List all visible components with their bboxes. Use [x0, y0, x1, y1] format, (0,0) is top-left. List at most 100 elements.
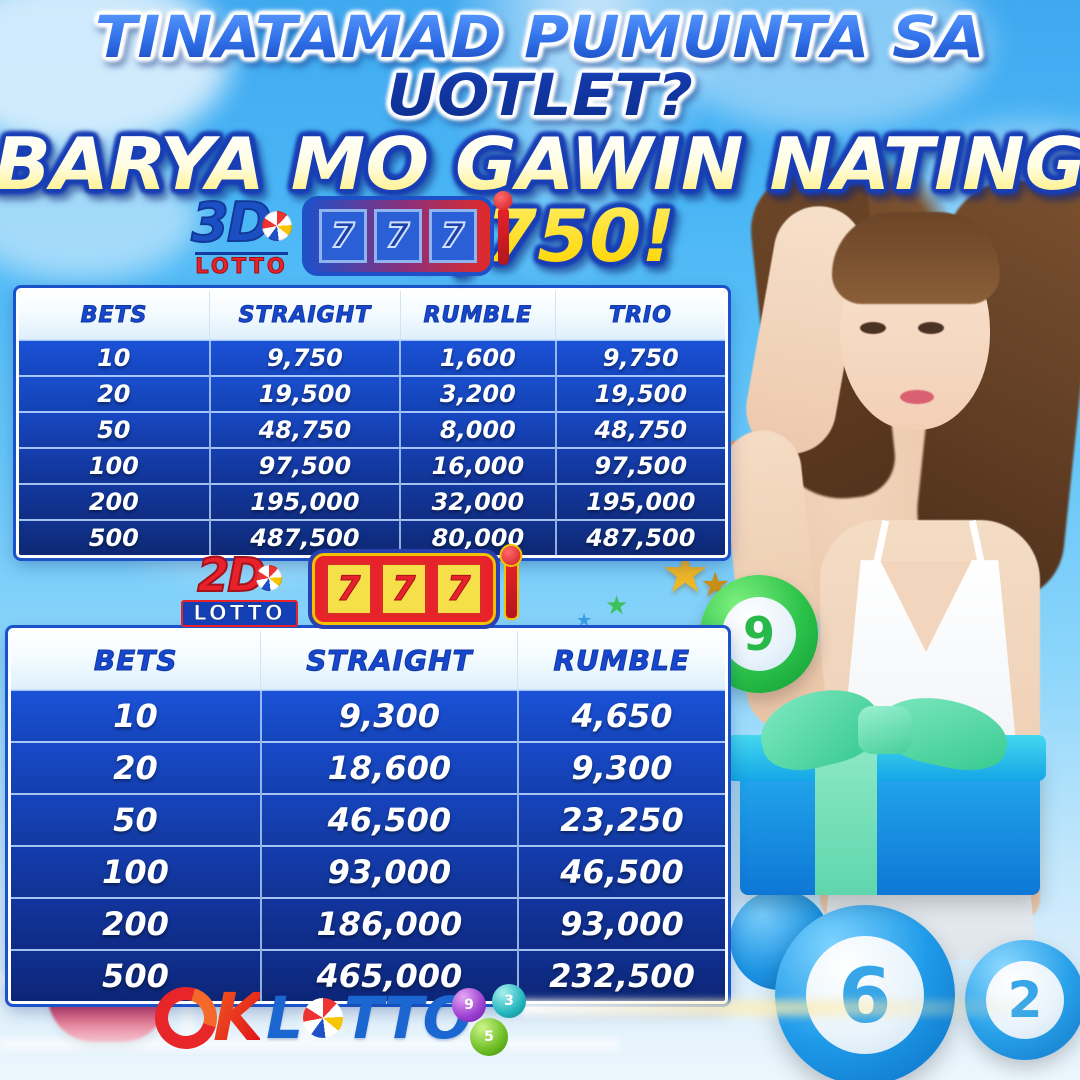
table-row: 200 195,000 32,000 195,000 [19, 483, 725, 520]
cell-bets: 20 [19, 375, 211, 412]
table-row: 10 9,300 4,650 [11, 689, 725, 742]
slot-lever-knob [499, 544, 523, 567]
model-bangs [832, 212, 1000, 304]
lottery-ball-6: 6 [775, 905, 955, 1080]
cell-rumble: 3,200 [400, 375, 557, 412]
lotto-3d-text: 3D [190, 190, 272, 254]
shelf-decoration [0, 1038, 620, 1050]
slot-reel: 7 [318, 209, 367, 263]
cell-straight: 186,000 [260, 897, 519, 950]
cloud-decoration [0, 150, 200, 280]
cell-bets: 100 [11, 845, 262, 898]
payout-table-3d-grid: BETS STRAIGHT RUMBLE TRIO 10 9,750 1,600… [19, 291, 725, 555]
cloud-decoration [660, 0, 990, 130]
cell-bets: 20 [11, 741, 262, 794]
ok-k-text: K [213, 979, 264, 1056]
table-row: 20 18,600 9,300 [11, 741, 725, 794]
model-eye-right [918, 322, 944, 334]
cell-bets: 50 [19, 411, 211, 448]
cell-straight: 19,500 [209, 375, 402, 412]
cell-straight: 18,600 [260, 741, 519, 794]
table-row: 100 93,000 46,500 [11, 845, 725, 898]
slot-reels: 7 7 7 [301, 196, 494, 276]
column-header-trio: TRIO [555, 291, 725, 340]
slot-machine-icon: 7 7 7 [307, 544, 523, 629]
table-row: 500 465,000 232,500 [11, 949, 725, 1001]
pinwheel-icon [303, 998, 344, 1038]
cell-rumble: 46,500 [517, 845, 725, 898]
model-lips [900, 390, 934, 404]
cell-rumble: 9,300 [517, 741, 725, 794]
slot-lever-icon [493, 191, 513, 265]
cell-bets: 50 [11, 793, 262, 846]
column-header-bets: BETS [19, 291, 211, 340]
table-row: 200 186,000 93,000 [11, 897, 725, 950]
cell-rumble: 23,250 [517, 793, 725, 846]
lottery-ball-9-number: 9 [722, 597, 796, 671]
mini-lottery-ball-5: 5 [470, 1018, 508, 1056]
cell-straight: 487,500 [209, 519, 402, 555]
ok-lotto-wordmark: L TT O [266, 984, 472, 1052]
cell-straight: 195,000 [209, 483, 402, 520]
cell-trio: 97,500 [555, 447, 725, 484]
cell-straight: 97,500 [209, 447, 402, 484]
cell-straight: 48,750 [209, 411, 402, 448]
table-row: 10 9,750 1,600 9,750 [19, 339, 725, 376]
slot-reel: 7 [373, 209, 422, 263]
ok-lotto-logo: K L TT O [144, 976, 472, 1060]
column-header-bets: BETS [11, 631, 262, 690]
lotto-2d-text: 2D [196, 547, 266, 602]
cell-straight: 93,000 [260, 845, 519, 898]
cell-rumble: 16,000 [400, 447, 557, 484]
cell-bets: 200 [11, 897, 262, 950]
pinwheel-icon [255, 564, 282, 591]
lotto-2d-wordmark: 2D LOTTO [181, 547, 298, 627]
slot-reel: 7 [379, 562, 428, 616]
ok-lotto-tt: TT [344, 984, 423, 1052]
lotto-3d-bottom: LOTTO [195, 251, 288, 278]
lotto-2d-top: 2D [196, 547, 282, 602]
lotto-2d-bottom: LOTTO [181, 599, 298, 627]
slot-lever-knob [493, 191, 513, 210]
payout-table-2d-grid: BETS STRAIGHT RUMBLE 10 9,300 4,650 20 1… [11, 631, 725, 1001]
mini-lottery-ball-3: 3 [492, 984, 526, 1018]
logo-3d-lotto: 3D LOTTO 7 7 7 [0, 188, 700, 284]
cell-rumble: 232,500 [517, 949, 725, 1001]
payout-table-3d: BETS STRAIGHT RUMBLE TRIO 10 9,750 1,600… [16, 288, 728, 558]
gift-bow-knot [858, 706, 912, 754]
lotto-3d-wordmark: 3D LOTTO [190, 190, 292, 278]
mini-lottery-ball-9: 9 [452, 988, 486, 1022]
slot-reels: 7 7 7 [307, 549, 500, 629]
cell-rumble: 4,650 [517, 689, 725, 742]
light-streak-decoration [520, 1000, 1040, 1016]
cell-trio: 48,750 [555, 411, 725, 448]
column-header-rumble: RUMBLE [400, 291, 557, 340]
table-row: 50 48,750 8,000 48,750 [19, 411, 725, 448]
cell-bets: 500 [11, 949, 262, 1001]
table-row: 50 46,500 23,250 [11, 793, 725, 846]
ok-lotto-l: L [266, 984, 303, 1052]
cell-trio: 19,500 [555, 375, 725, 412]
slot-machine-icon: 7 7 7 [301, 191, 513, 276]
cell-trio: 9,750 [555, 339, 725, 376]
cell-bets: 500 [19, 519, 211, 555]
cell-rumble: 1,600 [400, 339, 557, 376]
cell-bets: 200 [19, 483, 211, 520]
table-header-row: BETS STRAIGHT RUMBLE [11, 631, 725, 690]
cell-trio: 195,000 [555, 483, 725, 520]
cell-bets: 100 [19, 447, 211, 484]
column-header-rumble: RUMBLE [517, 631, 725, 690]
star-icon: ★ [576, 610, 593, 630]
table-row: 20 19,500 3,200 19,500 [19, 375, 725, 412]
logo-2d-lotto: 2D LOTTO 7 7 7 [0, 544, 700, 630]
column-header-straight: STRAIGHT [260, 631, 519, 690]
cell-rumble: 32,000 [400, 483, 557, 520]
cell-straight: 9,300 [260, 689, 519, 742]
lottery-ball-6-number: 6 [806, 936, 924, 1054]
cell-straight: 46,500 [260, 793, 519, 846]
cell-trio: 487,500 [555, 519, 725, 555]
cell-straight: 9,750 [209, 339, 402, 376]
cell-rumble: 8,000 [400, 411, 557, 448]
cell-bets: 10 [11, 689, 262, 742]
